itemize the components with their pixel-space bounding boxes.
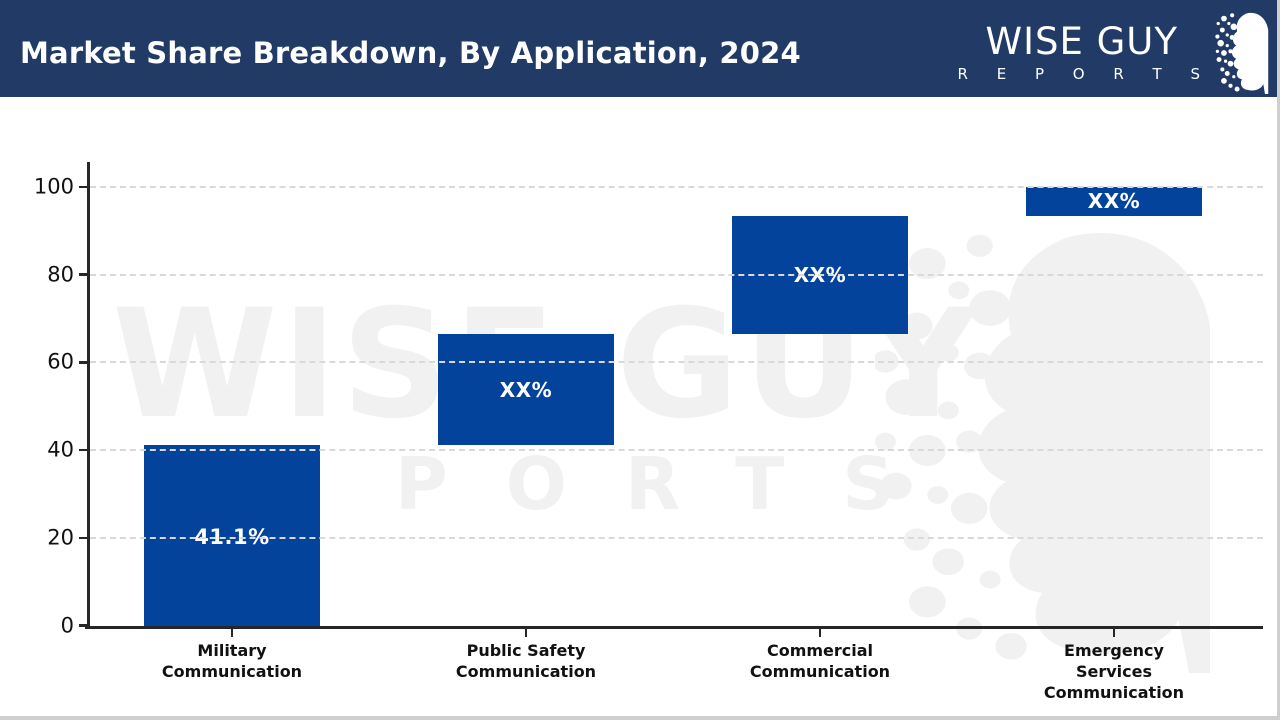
y-tick (79, 185, 88, 189)
y-tick-label: 100 (33, 174, 74, 199)
y-tick (79, 361, 88, 364)
y-tick-label: 40 (47, 437, 74, 462)
gridline-100 (90, 186, 1263, 188)
y-tick (79, 624, 88, 627)
x-tick (818, 628, 822, 637)
y-tick (79, 448, 88, 452)
chart-title: Market Share Breakdown, By Application, … (20, 36, 801, 70)
logo-face-icon (1215, 12, 1269, 94)
logo-wordmark: WISE GUY (985, 20, 1178, 63)
bar-segment-1: XX% (438, 334, 614, 446)
x-category-label: Commercial Communication (749, 641, 891, 682)
bar-segment-3: XX% (1026, 187, 1202, 216)
header-bar: Market Share Breakdown, By Application, … (0, 0, 1277, 97)
gridline-60 (90, 361, 1263, 364)
x-category-label: Military Communication (161, 641, 303, 682)
bar-value-label: XX% (499, 377, 553, 402)
bar-segment-0: 41.1% (144, 445, 320, 628)
y-tick-label: 20 (47, 525, 74, 550)
x-tick (524, 628, 528, 637)
y-tick-label: 60 (47, 349, 74, 374)
logo-subtext: R E P O R T S (957, 65, 1212, 83)
logo-wordmark-block: WISE GUY R E P O R T S (952, 23, 1212, 83)
wise-guy-reports-logo: WISE GUY R E P O R T S (952, 12, 1270, 94)
y-tick (79, 273, 88, 276)
y-tick-label: 80 (47, 261, 74, 286)
x-category-label: Emergency Services Communication (1043, 641, 1185, 703)
x-tick (230, 628, 234, 637)
x-tick (1112, 628, 1116, 637)
gridline-20 (90, 536, 1263, 539)
y-tick (79, 536, 88, 540)
gridline-80 (90, 273, 1263, 276)
bar-value-label: 41.1% (194, 524, 270, 549)
x-axis (85, 625, 1263, 629)
y-axis (87, 162, 90, 628)
x-category-label: Public Safety Communication (455, 641, 597, 682)
bar-value-label: XX% (1087, 189, 1141, 214)
gridline-40 (90, 449, 1263, 452)
y-tick-label: 0 (60, 612, 74, 637)
